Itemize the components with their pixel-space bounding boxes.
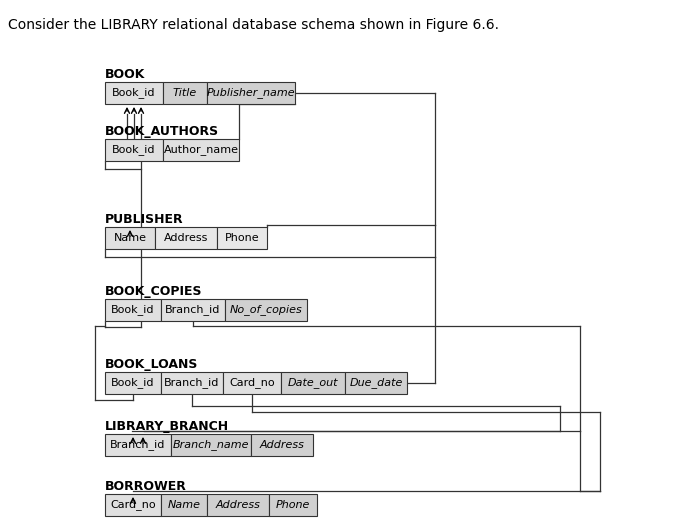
Bar: [251, 434, 313, 456]
Text: Name: Name: [113, 233, 146, 243]
Text: BOOK: BOOK: [105, 68, 145, 81]
Text: Branch_id: Branch_id: [165, 305, 220, 315]
Text: BORROWER: BORROWER: [105, 480, 187, 493]
Text: Name: Name: [167, 500, 201, 510]
Text: Author_name: Author_name: [163, 145, 239, 155]
Text: Phone: Phone: [224, 233, 259, 243]
Bar: [207, 82, 295, 104]
Bar: [207, 494, 269, 516]
Text: Address: Address: [164, 233, 208, 243]
Text: Card_no: Card_no: [111, 499, 156, 510]
Text: Book_id: Book_id: [111, 305, 155, 315]
Text: Consider the LIBRARY relational database schema shown in Figure 6.6.: Consider the LIBRARY relational database…: [8, 18, 499, 32]
Bar: [105, 227, 155, 249]
Text: Date_out: Date_out: [287, 378, 338, 388]
Text: Due_date: Due_date: [349, 378, 403, 388]
Bar: [163, 82, 207, 104]
Bar: [105, 372, 161, 394]
Bar: [163, 139, 239, 161]
Text: PUBLISHER: PUBLISHER: [105, 213, 184, 226]
Bar: [281, 372, 345, 394]
Text: No_of_copies: No_of_copies: [230, 305, 302, 315]
Bar: [105, 434, 171, 456]
Text: Address: Address: [260, 440, 304, 450]
Bar: [345, 372, 407, 394]
Text: BOOK_AUTHORS: BOOK_AUTHORS: [105, 125, 219, 138]
Text: Branch_name: Branch_name: [173, 440, 250, 451]
Bar: [105, 139, 163, 161]
Bar: [105, 494, 161, 516]
Text: Book_id: Book_id: [113, 88, 156, 98]
Text: Address: Address: [216, 500, 260, 510]
Text: Title: Title: [173, 88, 197, 98]
Bar: [105, 299, 161, 321]
Text: Publisher_name: Publisher_name: [207, 88, 296, 98]
Bar: [155, 227, 217, 249]
Bar: [225, 299, 307, 321]
Bar: [171, 434, 251, 456]
Bar: [223, 372, 281, 394]
Text: BOOK_LOANS: BOOK_LOANS: [105, 358, 199, 371]
Bar: [161, 372, 223, 394]
Text: Card_no: Card_no: [229, 378, 275, 388]
Text: Book_id: Book_id: [113, 145, 156, 155]
Text: LIBRARY_BRANCH: LIBRARY_BRANCH: [105, 420, 229, 433]
Text: Phone: Phone: [276, 500, 311, 510]
Bar: [105, 82, 163, 104]
Text: Branch_id: Branch_id: [111, 440, 165, 451]
Bar: [161, 494, 207, 516]
Text: BOOK_COPIES: BOOK_COPIES: [105, 285, 203, 298]
Text: Branch_id: Branch_id: [164, 378, 220, 388]
Bar: [269, 494, 317, 516]
Bar: [217, 227, 267, 249]
Text: Book_id: Book_id: [111, 378, 155, 388]
Bar: [161, 299, 225, 321]
